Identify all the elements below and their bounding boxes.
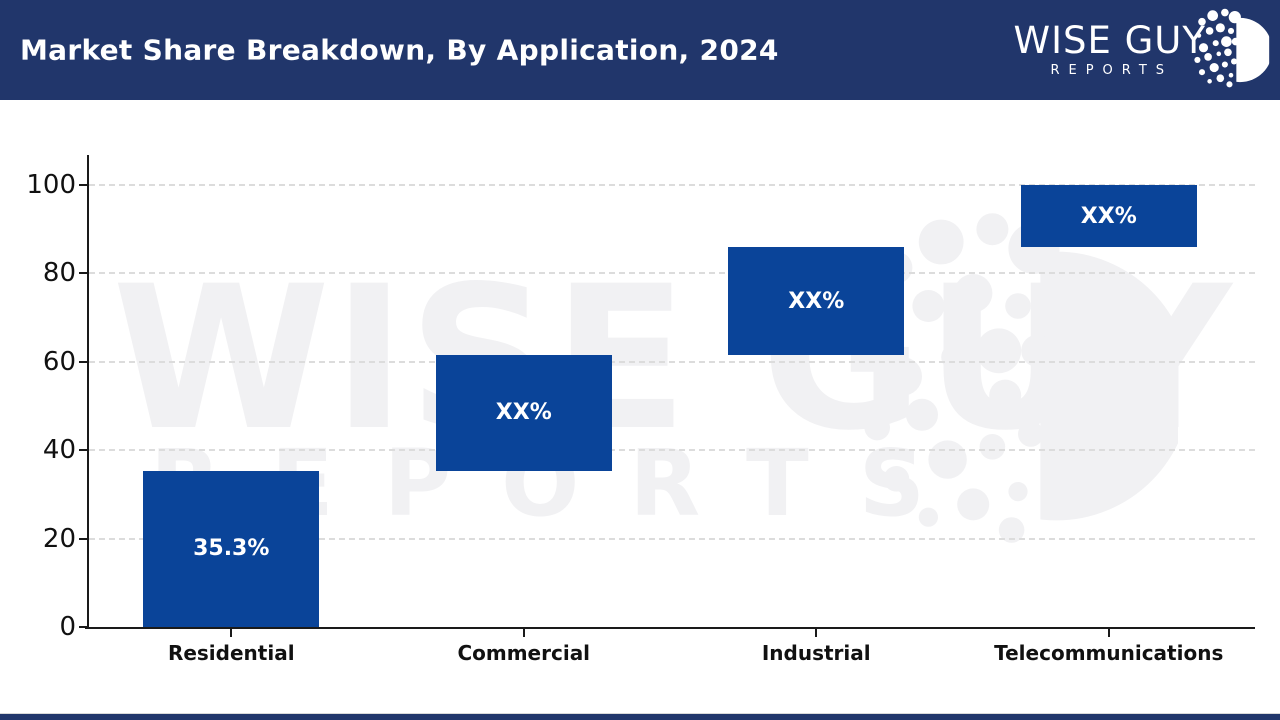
y-tick-label: 20 — [42, 523, 76, 554]
bar-value-label: XX% — [495, 400, 552, 426]
logo-wordmark: WISE GUY — [1013, 19, 1206, 63]
bar-commercial: XX% — [435, 354, 612, 471]
x-tick-label: Telecommunications — [994, 641, 1224, 665]
bar-value-label: XX% — [1080, 203, 1137, 229]
y-tick-mark — [79, 626, 88, 628]
y-tick-mark — [79, 272, 88, 275]
page-title: Market Share Breakdown, By Application, … — [20, 33, 779, 67]
y-tick-label: 60 — [42, 346, 76, 377]
header-bar: Market Share Breakdown, By Application, … — [0, 0, 1280, 100]
y-tick-label: 0 — [59, 612, 76, 642]
bar-residential: 35.3% — [143, 470, 320, 627]
gridline — [89, 272, 1255, 275]
chart-area: WISE GUY REPORTS 0 20 40 60 80 100 35.3% Reside… — [0, 100, 1280, 713]
logo-text: WISE GUY REPORTS — [1013, 19, 1206, 78]
gridline — [89, 449, 1255, 452]
y-tick-mark — [79, 449, 88, 452]
logo-subtitle: REPORTS — [1050, 62, 1174, 78]
y-tick-mark — [79, 360, 88, 363]
gridline — [89, 360, 1255, 363]
gridline — [89, 537, 1255, 540]
y-tick-label: 80 — [42, 258, 76, 289]
wise-guy-logo: WISE GUY REPORTS — [1014, 8, 1270, 92]
x-tick-label: Commercial — [457, 641, 591, 665]
y-axis-line — [87, 155, 89, 629]
y-tick-label: 100 — [26, 170, 76, 200]
x-tick-label: Residential — [167, 641, 295, 665]
y-tick-mark — [79, 184, 88, 186]
bar-value-label: XX% — [788, 288, 845, 314]
bar-industrial: XX% — [728, 247, 905, 355]
watermark-head-icon — [864, 213, 1178, 543]
bottom-hairline — [0, 713, 1280, 714]
x-tick-mark — [815, 629, 818, 637]
x-tick-mark — [230, 629, 233, 637]
x-axis-line — [85, 627, 1255, 629]
y-tick-mark — [79, 537, 88, 540]
footer-accent-bar — [0, 714, 1280, 720]
y-tick-label: 40 — [42, 435, 76, 466]
x-tick-label: Industrial — [761, 641, 871, 665]
gridline — [89, 184, 1255, 186]
dotted-head-icon — [1194, 8, 1270, 88]
bar-telecommunications: XX% — [1020, 185, 1197, 248]
bar-value-label: 35.3% — [193, 536, 270, 562]
x-tick-mark — [1107, 629, 1110, 637]
x-tick-mark — [522, 629, 525, 637]
